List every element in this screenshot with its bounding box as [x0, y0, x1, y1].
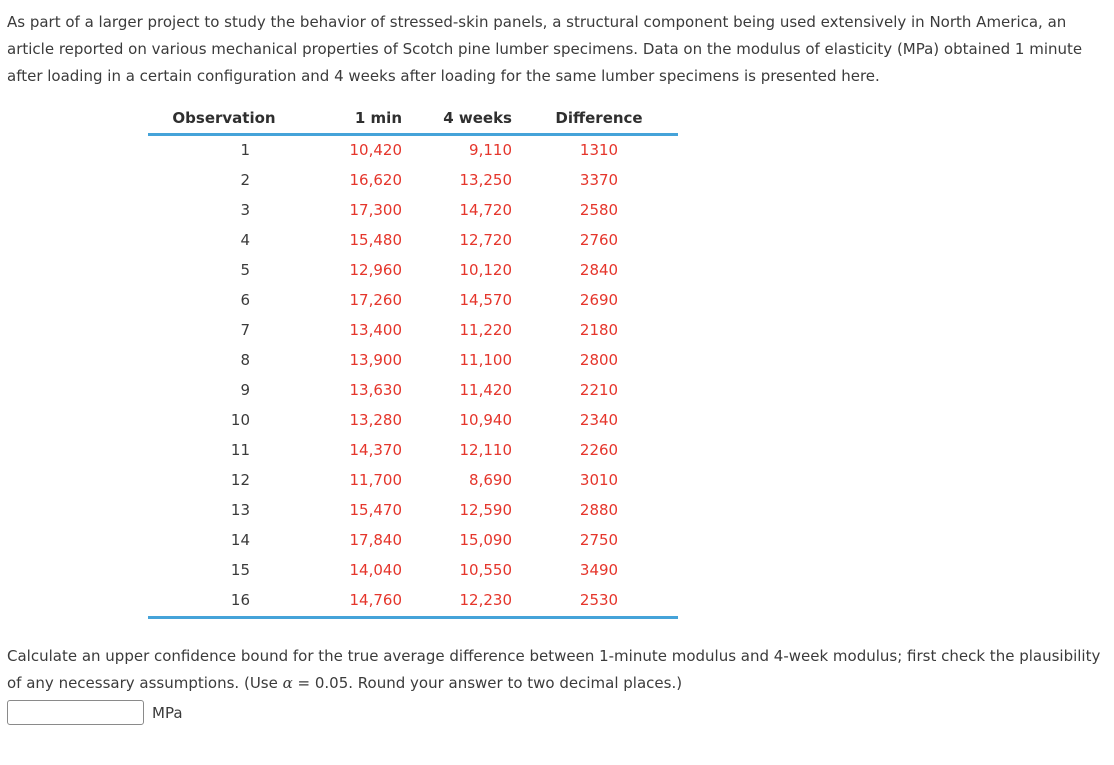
observation-cell: 11 [230, 441, 250, 459]
observation-cell: 15 [230, 561, 250, 579]
difference-cell: 2210 [579, 381, 619, 399]
observation-cell: 10 [230, 411, 250, 429]
four-weeks-cell: 12,720 [459, 231, 513, 249]
one-min-cell: 16,620 [349, 171, 403, 189]
difference-cell: 2580 [579, 201, 619, 219]
four-weeks-cell: 15,090 [459, 531, 513, 549]
difference-cell: 2690 [579, 291, 619, 309]
observation-cell: 14 [230, 531, 250, 549]
difference-cell: 2760 [579, 231, 619, 249]
answer-input[interactable] [7, 700, 144, 725]
table-row: 13 15,470 12,590 2880 [148, 496, 678, 526]
difference-cell: 2260 [579, 441, 619, 459]
observation-cell: 2 [240, 171, 250, 189]
difference-cell: 2750 [579, 531, 619, 549]
observation-cell: 5 [240, 261, 250, 279]
observation-cell: 16 [148, 586, 300, 619]
four-weeks-cell: 14,570 [459, 291, 513, 309]
table-row: 7 13,400 11,220 2180 [148, 316, 678, 346]
observation-cell: 1 [240, 141, 250, 159]
four-weeks-cell: 11,420 [459, 381, 513, 399]
problem-page: As part of a larger project to study the… [7, 13, 1109, 725]
table-row: 1 10,420 9,110 1310 [148, 135, 678, 167]
observation-cell: 8 [240, 351, 250, 369]
four-weeks-cell: 10,550 [459, 561, 513, 579]
four-weeks-cell: 10,940 [459, 411, 513, 429]
header-observation: Observation [148, 108, 300, 136]
one-min-cell: 13,280 [349, 411, 403, 429]
table-row: 3 17,300 14,720 2580 [148, 196, 678, 226]
table-row: 12 11,700 8,690 3010 [148, 466, 678, 496]
alpha-symbol: α [282, 674, 293, 692]
observation-cell: 12 [230, 471, 250, 489]
four-weeks-cell: 11,220 [459, 321, 513, 339]
difference-cell: 2530 [520, 586, 678, 619]
question-text-after-alpha: = 0.05. Round your answer to two decimal… [292, 674, 683, 692]
table-row: 14 17,840 15,090 2750 [148, 526, 678, 556]
table-row: 6 17,260 14,570 2690 [148, 286, 678, 316]
observation-cell: 4 [240, 231, 250, 249]
observation-cell: 3 [240, 201, 250, 219]
table-row: 2 16,620 13,250 3370 [148, 166, 678, 196]
header-4-weeks: 4 weeks [410, 108, 520, 136]
observation-cell: 7 [240, 321, 250, 339]
table-row: 5 12,960 10,120 2840 [148, 256, 678, 286]
table-row: 9 13,630 11,420 2210 [148, 376, 678, 406]
difference-cell: 2180 [579, 321, 619, 339]
four-weeks-cell: 12,230 [410, 586, 520, 619]
four-weeks-cell: 13,250 [459, 171, 513, 189]
header-1-min: 1 min [300, 108, 410, 136]
four-weeks-cell: 14,720 [459, 201, 513, 219]
four-weeks-cell: 10,120 [459, 261, 513, 279]
one-min-cell: 17,840 [349, 531, 403, 549]
difference-cell: 2880 [579, 501, 619, 519]
one-min-cell: 14,370 [349, 441, 403, 459]
one-min-cell: 13,900 [349, 351, 403, 369]
header-difference: Difference [520, 108, 678, 136]
table-row: 10 13,280 10,940 2340 [148, 406, 678, 436]
four-weeks-cell: 12,110 [459, 441, 513, 459]
four-weeks-cell: 11,100 [459, 351, 513, 369]
one-min-cell: 10,420 [349, 141, 403, 159]
unit-label: MPa [152, 703, 183, 722]
one-min-cell: 17,300 [349, 201, 403, 219]
answer-row: MPa [7, 700, 1107, 725]
four-weeks-cell: 12,590 [459, 501, 513, 519]
table-row: 16 14,760 12,230 2530 [148, 586, 678, 619]
difference-cell: 2340 [579, 411, 619, 429]
one-min-cell: 11,700 [349, 471, 403, 489]
table-row: 15 14,040 10,550 3490 [148, 556, 678, 586]
intro-paragraph: As part of a larger project to study the… [7, 13, 1083, 85]
modulus-data-table: Observation 1 min 4 weeks Difference 1 1… [148, 108, 678, 619]
difference-cell: 2840 [579, 261, 619, 279]
four-weeks-cell: 9,110 [469, 141, 512, 159]
table-row: 4 15,480 12,720 2760 [148, 226, 678, 256]
difference-cell: 1310 [579, 141, 619, 159]
table-row: 11 14,370 12,110 2260 [148, 436, 678, 466]
one-min-cell: 14,040 [349, 561, 403, 579]
one-min-cell: 15,480 [349, 231, 403, 249]
observation-cell: 6 [240, 291, 250, 309]
one-min-cell: 17,260 [349, 291, 403, 309]
question-paragraph: Calculate an upper confidence bound for … [7, 643, 1109, 697]
observation-cell: 13 [230, 501, 250, 519]
difference-cell: 3490 [579, 561, 619, 579]
table-header-row: Observation 1 min 4 weeks Difference [148, 108, 678, 136]
difference-cell: 3010 [579, 471, 619, 489]
difference-cell: 3370 [579, 171, 619, 189]
observation-cell: 9 [240, 381, 250, 399]
four-weeks-cell: 8,690 [469, 471, 512, 489]
one-min-cell: 13,400 [349, 321, 403, 339]
one-min-cell: 14,760 [300, 586, 410, 619]
one-min-cell: 12,960 [349, 261, 403, 279]
one-min-cell: 15,470 [349, 501, 403, 519]
table-row: 8 13,900 11,100 2800 [148, 346, 678, 376]
one-min-cell: 13,630 [349, 381, 403, 399]
difference-cell: 2800 [579, 351, 619, 369]
question-text-before-alpha: Calculate an upper confidence bound for … [7, 647, 1101, 692]
